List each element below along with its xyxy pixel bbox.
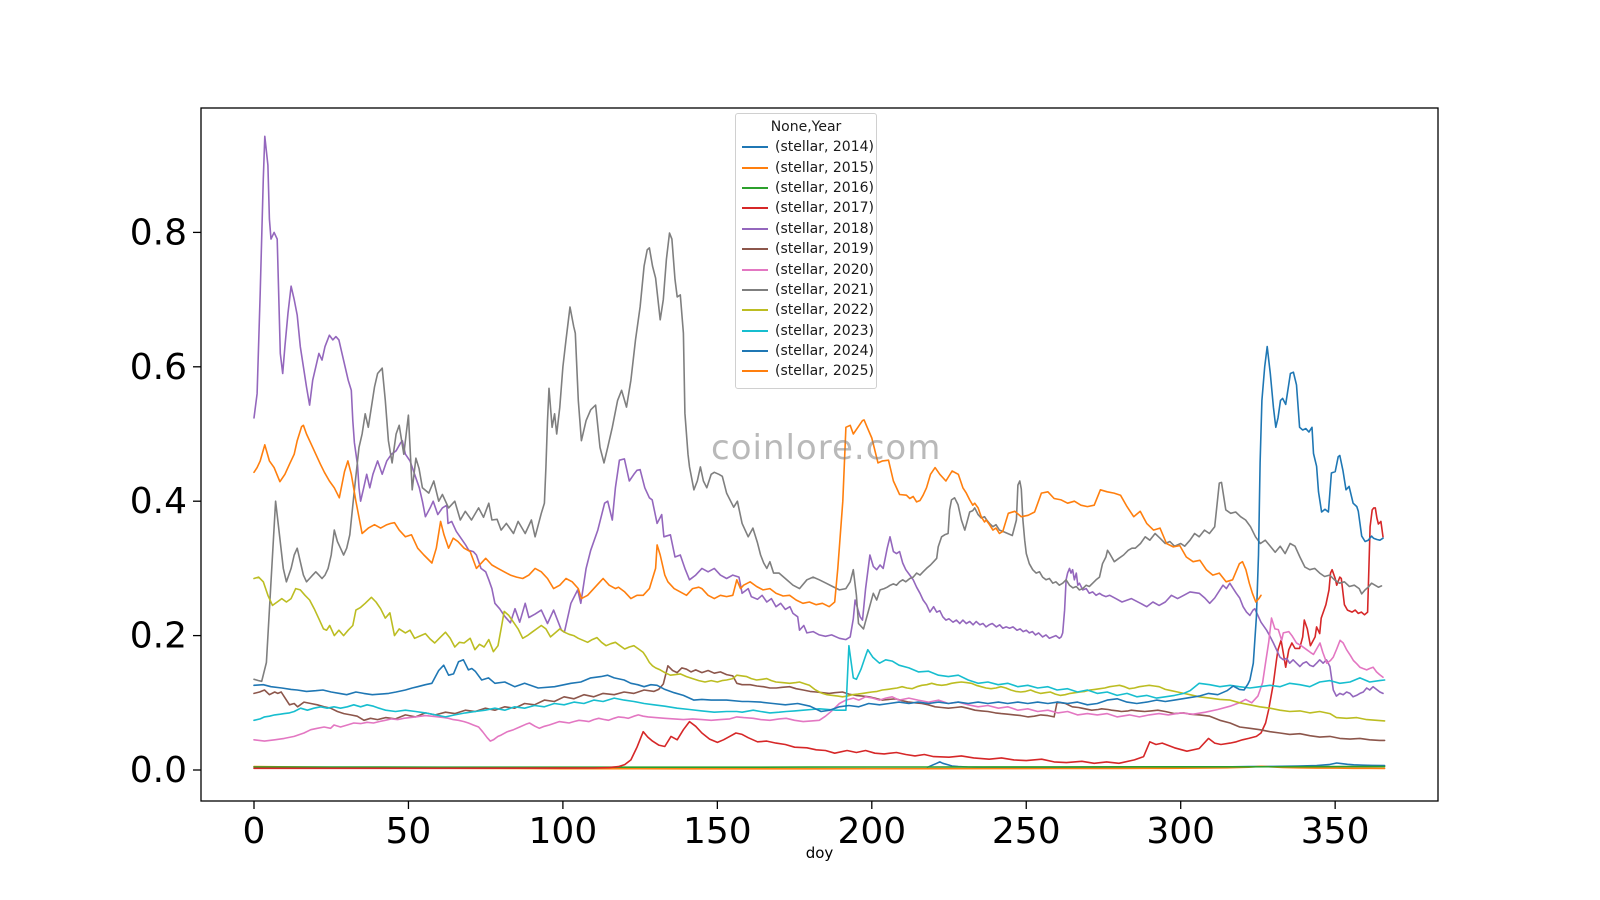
- legend-entry-label: (stellar, 2014): [775, 139, 874, 156]
- y-tick-label: 0.6: [130, 347, 187, 388]
- legend-entry-label: (stellar, 2020): [775, 261, 874, 278]
- legend: None,Year (stellar, 2014) (stellar, 2015)…: [735, 113, 877, 389]
- legend-line-swatch: [742, 370, 768, 373]
- legend-line-swatch: [742, 268, 768, 271]
- x-tick-label: 300: [1146, 811, 1215, 852]
- legend-line-swatch: [742, 166, 768, 169]
- x-tick-label: 0: [243, 811, 266, 852]
- series-line-stellar-2022: [253, 576, 1386, 722]
- legend-entry: (stellar, 2024): [742, 341, 874, 361]
- legend-entry: (stellar, 2020): [742, 259, 874, 279]
- legend-entry-label: (stellar, 2022): [775, 302, 874, 319]
- series-line-stellar-2023: [253, 644, 1386, 722]
- x-tick-label: 200: [837, 811, 906, 852]
- y-tick-label: 0.4: [130, 481, 187, 522]
- legend-entry-label: (stellar, 2016): [775, 179, 874, 196]
- legend-rows: (stellar, 2014) (stellar, 2015) (stellar, …: [742, 137, 874, 382]
- y-tick-label: 0.2: [130, 616, 187, 657]
- x-tick-label: 50: [386, 811, 432, 852]
- y-tick-label: 0.8: [130, 212, 187, 253]
- y-tick-label: 0.0: [130, 750, 187, 791]
- series-line-stellar-2025: [253, 419, 1262, 608]
- series-line-stellar-2020: [253, 617, 1384, 742]
- legend-entry: (stellar, 2015): [742, 157, 874, 177]
- x-tick-label: 350: [1301, 811, 1370, 852]
- legend-line-swatch: [742, 288, 768, 291]
- legend-entry: (stellar, 2014): [742, 137, 874, 157]
- legend-entry: (stellar, 2025): [742, 361, 874, 381]
- series-line-stellar-2016: [253, 765, 1386, 769]
- legend-line-swatch: [742, 309, 768, 312]
- legend-line-swatch: [742, 329, 768, 332]
- x-tick-label: 100: [529, 811, 598, 852]
- legend-entry-label: (stellar, 2019): [775, 241, 874, 258]
- legend-entry-label: (stellar, 2018): [775, 220, 874, 237]
- legend-line-swatch: [742, 146, 768, 149]
- legend-entry: (stellar, 2018): [742, 219, 874, 239]
- legend-entry: (stellar, 2022): [742, 300, 874, 320]
- series-line-stellar-2017: [253, 507, 1384, 770]
- watermark: coinlore.com: [711, 428, 942, 468]
- legend-entry: (stellar, 2019): [742, 239, 874, 259]
- legend-entry: (stellar, 2016): [742, 178, 874, 198]
- series-line-stellar-2019: [253, 664, 1386, 742]
- legend-entry-label: (stellar, 2024): [775, 343, 874, 360]
- legend-entry-label: (stellar, 2017): [775, 200, 874, 217]
- legend-line-swatch: [742, 186, 768, 189]
- legend-entry-label: (stellar, 2023): [775, 322, 874, 339]
- legend-entry: (stellar, 2017): [742, 198, 874, 218]
- legend-title: None,Year: [770, 119, 842, 135]
- legend-entry-label: (stellar, 2021): [775, 281, 874, 298]
- legend-entry: (stellar, 2023): [742, 321, 874, 341]
- legend-entry-label: (stellar, 2025): [775, 363, 874, 380]
- x-axis-label: doy: [806, 844, 834, 862]
- series-line-stellar-2024: [253, 345, 1384, 713]
- legend-line-swatch: [742, 350, 768, 353]
- legend-line-swatch: [742, 248, 768, 251]
- x-tick-label: 150: [683, 811, 752, 852]
- series-line-stellar-2021: [253, 232, 1383, 683]
- x-tick-label: 250: [992, 811, 1061, 852]
- legend-line-swatch: [742, 207, 768, 210]
- legend-entry: (stellar, 2021): [742, 280, 874, 300]
- plot-area-border: [200, 107, 1439, 802]
- legend-line-swatch: [742, 227, 768, 230]
- legend-entry-label: (stellar, 2015): [775, 159, 874, 176]
